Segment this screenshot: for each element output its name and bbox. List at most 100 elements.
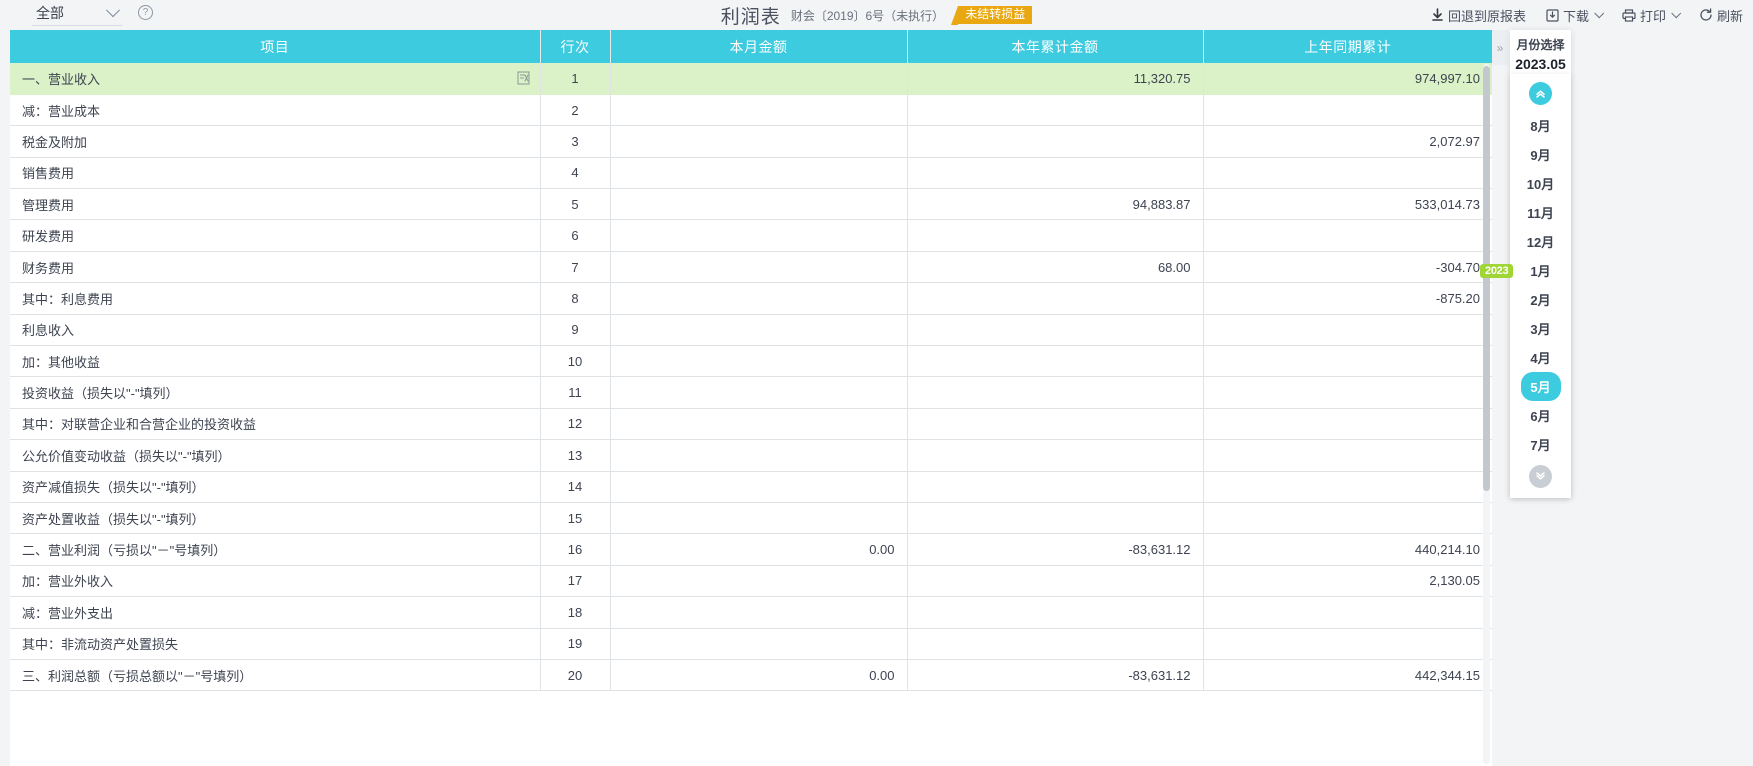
month-item[interactable]: 12月 [1526, 235, 1555, 250]
row-month-amount[interactable] [610, 219, 908, 252]
month-item[interactable]: 9月 [1530, 148, 1551, 163]
row-prev-year-cumulative[interactable] [1203, 439, 1492, 472]
revert-to-original-button[interactable]: 回退到原报表 [1431, 6, 1526, 25]
column-header-prev-year-cumulative[interactable]: 上年同期累计 [1203, 30, 1492, 63]
table-row[interactable]: 研发费用 6 [10, 219, 1492, 252]
refresh-button[interactable]: 刷新 [1699, 6, 1743, 25]
table-row[interactable]: 税金及附加 3 2,072.97 [10, 125, 1492, 158]
scope-filter-select[interactable]: 全部 [32, 2, 122, 26]
row-prev-year-cumulative[interactable]: -875.20 [1203, 282, 1492, 315]
row-month-amount[interactable] [610, 282, 908, 315]
table-row[interactable]: 投资收益（损失以"-"填列） 11 [10, 376, 1492, 409]
table-row[interactable]: 减：营业外支出 18 [10, 596, 1492, 629]
table-row[interactable]: 资产减值损失（损失以"-"填列） 14 [10, 471, 1492, 503]
row-prev-year-cumulative[interactable]: 440,214.10 [1203, 533, 1492, 566]
table-row[interactable]: 其中：非流动资产处置损失 19 [10, 628, 1492, 660]
row-prev-year-cumulative[interactable] [1203, 219, 1492, 252]
download-button[interactable]: 下载 [1546, 6, 1605, 25]
row-prev-year-cumulative[interactable] [1203, 314, 1492, 347]
chevron-double-down-icon[interactable] [1529, 465, 1552, 488]
row-year-cumulative[interactable]: 94,883.87 [907, 188, 1204, 221]
row-month-amount[interactable] [610, 251, 908, 284]
table-row[interactable]: 一、营业收入 1 11,320.75 974,997.10 [10, 63, 1492, 95]
row-year-cumulative[interactable]: 11,320.75 [907, 63, 1204, 95]
row-year-cumulative[interactable] [907, 565, 1204, 598]
month-item[interactable]: 1月 2023 [1480, 256, 1571, 285]
table-row[interactable]: 财务费用 7 68.00 -304.70 [10, 251, 1492, 284]
row-month-amount[interactable] [610, 565, 908, 598]
row-month-amount[interactable] [610, 502, 908, 535]
month-item[interactable]: 4月 [1530, 351, 1551, 366]
column-header-year-cumulative[interactable]: 本年累计金额 [907, 30, 1204, 63]
row-prev-year-cumulative[interactable]: -304.70 [1203, 251, 1492, 284]
row-month-amount[interactable] [610, 157, 908, 190]
row-year-cumulative[interactable] [907, 157, 1204, 190]
row-prev-year-cumulative[interactable] [1203, 471, 1492, 503]
table-row[interactable]: 资产处置收益（损失以"-"填列） 15 [10, 502, 1492, 535]
row-prev-year-cumulative[interactable]: 2,072.97 [1203, 125, 1492, 158]
row-month-amount[interactable] [610, 188, 908, 221]
table-row[interactable]: 销售费用 4 [10, 157, 1492, 190]
row-month-amount[interactable] [610, 628, 908, 660]
row-month-amount[interactable]: 0.00 [610, 533, 908, 566]
month-item[interactable]: 5月 [1520, 372, 1561, 401]
row-prev-year-cumulative[interactable]: 974,997.10 [1203, 63, 1492, 95]
month-item[interactable]: 10月 [1526, 177, 1555, 192]
table-row[interactable]: 利息收入 9 [10, 314, 1492, 347]
month-item[interactable]: 6月 [1530, 409, 1551, 424]
month-item[interactable]: 3月 [1530, 322, 1551, 337]
row-year-cumulative[interactable] [907, 219, 1204, 252]
row-year-cumulative[interactable] [907, 282, 1204, 315]
row-year-cumulative[interactable] [907, 94, 1204, 127]
question-circle-icon[interactable]: ? [138, 5, 153, 20]
row-prev-year-cumulative[interactable] [1203, 345, 1492, 378]
row-month-amount[interactable] [610, 94, 908, 127]
row-month-amount[interactable] [610, 471, 908, 503]
row-year-cumulative[interactable]: 68.00 [907, 251, 1204, 284]
row-month-amount[interactable] [610, 314, 908, 347]
print-button[interactable]: 打印 [1622, 6, 1682, 25]
column-header-month-amount[interactable]: 本月金额 [610, 30, 908, 63]
row-year-cumulative[interactable] [907, 408, 1204, 441]
row-prev-year-cumulative[interactable] [1203, 596, 1492, 629]
table-row[interactable]: 公允价值变动收益（损失以"-"填列） 13 [10, 439, 1492, 472]
row-month-amount[interactable] [610, 376, 908, 409]
table-row[interactable]: 其中：对联营企业和合营企业的投资收益 12 [10, 408, 1492, 441]
table-row[interactable]: 其中：利息费用 8 -875.20 [10, 282, 1492, 315]
column-header-line-no[interactable]: 行次 [540, 30, 611, 63]
month-item[interactable]: 2月 [1530, 293, 1551, 308]
row-prev-year-cumulative[interactable] [1203, 376, 1492, 409]
row-prev-year-cumulative[interactable]: 533,014.73 [1203, 188, 1492, 221]
panel-collapse-handle[interactable]: » [1492, 30, 1508, 65]
month-item[interactable]: 8月 [1530, 119, 1551, 134]
row-month-amount[interactable] [610, 125, 908, 158]
row-month-amount[interactable] [610, 439, 908, 472]
row-year-cumulative[interactable] [907, 596, 1204, 629]
table-row[interactable]: 减：营业成本 2 [10, 94, 1492, 127]
table-row[interactable]: 管理费用 5 94,883.87 533,014.73 [10, 188, 1492, 221]
row-prev-year-cumulative[interactable] [1203, 628, 1492, 660]
row-year-cumulative[interactable] [907, 628, 1204, 660]
month-item[interactable]: 11月 [1527, 206, 1554, 221]
row-year-cumulative[interactable] [907, 125, 1204, 158]
row-prev-year-cumulative[interactable]: 442,344.15 [1203, 659, 1492, 692]
row-prev-year-cumulative[interactable] [1203, 94, 1492, 127]
table-row[interactable]: 二、营业利润（亏损以"－"号填列） 16 0.00 -83,631.12 440,214… [10, 533, 1492, 566]
table-row[interactable]: 加：其他收益 10 [10, 345, 1492, 378]
row-year-cumulative[interactable] [907, 439, 1204, 472]
table-row[interactable]: 加：营业外收入 17 2,130.05 [10, 565, 1492, 598]
row-year-cumulative[interactable] [907, 471, 1204, 503]
formula-icon[interactable] [517, 71, 530, 85]
column-header-item[interactable]: 项目 [10, 30, 541, 63]
row-year-cumulative[interactable] [907, 376, 1204, 409]
month-item[interactable]: 7月 [1530, 438, 1551, 453]
row-month-amount[interactable]: 0.00 [610, 659, 908, 692]
row-month-amount[interactable] [610, 63, 908, 95]
row-year-cumulative[interactable]: -83,631.12 [907, 659, 1204, 692]
row-month-amount[interactable] [610, 596, 908, 629]
row-prev-year-cumulative[interactable]: 2,130.05 [1203, 565, 1492, 598]
row-year-cumulative[interactable] [907, 345, 1204, 378]
row-year-cumulative[interactable] [907, 314, 1204, 347]
row-prev-year-cumulative[interactable] [1203, 502, 1492, 535]
row-year-cumulative[interactable]: -83,631.12 [907, 533, 1204, 566]
